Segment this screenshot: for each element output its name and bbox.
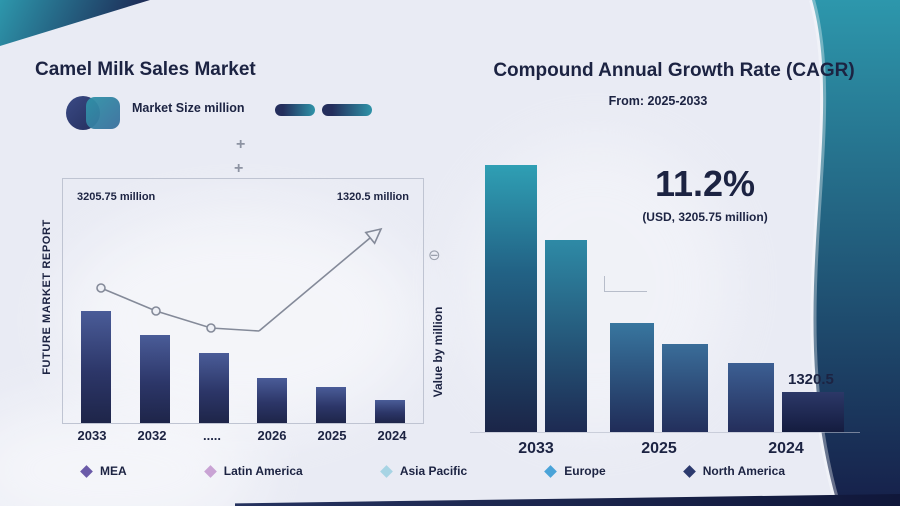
legend-diamond-icon bbox=[682, 464, 696, 478]
legend-item-mea: MEA bbox=[80, 464, 127, 478]
bottom-edge-decoration bbox=[235, 494, 900, 506]
left-chart-y-axis-label: FUTURE MARKET REPORT bbox=[41, 219, 53, 375]
legend-item-label: MEA bbox=[100, 464, 127, 478]
right-chart-group-2033: 2033 bbox=[485, 165, 587, 457]
market-size-legend-label: Market Size million bbox=[132, 101, 245, 115]
left-chart-x-label: 2024 bbox=[377, 428, 407, 443]
corner-line-decoration bbox=[604, 276, 647, 292]
right-chart-x-label: 2024 bbox=[768, 440, 804, 457]
legend-diamond-icon bbox=[203, 464, 217, 478]
right-chart-x-label: 2033 bbox=[518, 440, 554, 457]
right-chart-bar bbox=[610, 323, 654, 432]
market-size-legend-icon bbox=[66, 96, 124, 130]
right-chart-y-axis-label: Value by million bbox=[431, 306, 445, 398]
right-chart-title: Compound Annual Growth Rate (CAGR) bbox=[493, 60, 855, 81]
plus-decoration-icon: + bbox=[234, 160, 244, 177]
right-chart-group-2024: 2024 bbox=[728, 363, 844, 457]
right-chart-bar bbox=[782, 392, 844, 432]
legend-item-label: Latin America bbox=[223, 464, 303, 478]
left-chart-x-label: 2025 bbox=[317, 428, 347, 443]
left-chart-x-label: 2026 bbox=[257, 428, 287, 443]
right-chart-bar bbox=[485, 165, 537, 432]
corner-decoration-top-left bbox=[0, 0, 150, 46]
plus-decoration-icon: + bbox=[236, 136, 246, 153]
legend-diamond-icon bbox=[80, 464, 93, 478]
legend-pill-decoration bbox=[275, 104, 315, 116]
right-chart-subtitle: From: 2025-2033 bbox=[608, 94, 708, 108]
legend-pill-decoration bbox=[322, 104, 372, 116]
left-chart-bar-2025 bbox=[316, 387, 347, 423]
left-chart-bar-2026 bbox=[257, 378, 288, 423]
left-chart-bar-..... bbox=[198, 353, 229, 423]
legend-item-label: Europe bbox=[564, 464, 606, 478]
left-chart-x-axis: 2033 2032..... 2026 2025 2024 bbox=[62, 428, 422, 443]
left-chart-x-label: ..... bbox=[202, 428, 222, 443]
left-chart-x-label: 2032 bbox=[137, 428, 167, 443]
right-chart-bar bbox=[728, 363, 774, 432]
right-chart-bar bbox=[662, 344, 708, 432]
legend-diamond-icon bbox=[544, 464, 558, 478]
legend-item-asia-pacific: Asia Pacific bbox=[379, 464, 468, 478]
right-chart-plot-area: 2033 2025 2024 bbox=[470, 160, 860, 457]
circle-minus-decoration-icon: ⊖ bbox=[428, 247, 441, 264]
right-chart-group-2025: 2025 bbox=[610, 323, 708, 457]
right-chart-bar bbox=[545, 240, 587, 432]
left-chart-x-label: 2033 bbox=[77, 428, 107, 443]
legend-item-europe: Europe bbox=[544, 464, 606, 478]
cagr-value-block: 11.2% (USD, 3205.75 million) bbox=[600, 164, 810, 224]
legend-item-north-america: North America bbox=[682, 464, 785, 478]
legend-diamond-icon bbox=[379, 464, 393, 478]
legend-item-label: Asia Pacific bbox=[399, 464, 468, 478]
left-chart-title: Camel Milk Sales Market bbox=[35, 59, 256, 80]
left-chart-plot-area: 3205.75 million 1320.5 million bbox=[62, 178, 424, 424]
legend-item-latin-america: Latin America bbox=[203, 464, 303, 478]
left-chart-bars bbox=[63, 179, 423, 423]
region-legend: MEA Latin America Asia Pacific Europe North … bbox=[80, 464, 785, 478]
left-chart-annotation-min: 1320.5 million bbox=[336, 191, 409, 203]
legend-item-label: North America bbox=[702, 464, 785, 478]
left-chart-bar-2024 bbox=[374, 400, 405, 423]
trend-line-arrow-icon bbox=[96, 227, 383, 333]
right-chart-x-label: 2025 bbox=[641, 440, 677, 457]
left-chart-annotation-max: 3205.75 million bbox=[77, 191, 156, 203]
cagr-detail-label: (USD, 3205.75 million) bbox=[642, 209, 768, 224]
left-chart-bar-2032 bbox=[139, 335, 170, 423]
left-chart-bar-2033 bbox=[81, 311, 111, 423]
bar-value-label: 1320.5 bbox=[788, 371, 834, 388]
cagr-percentage: 11.2% bbox=[654, 163, 756, 204]
